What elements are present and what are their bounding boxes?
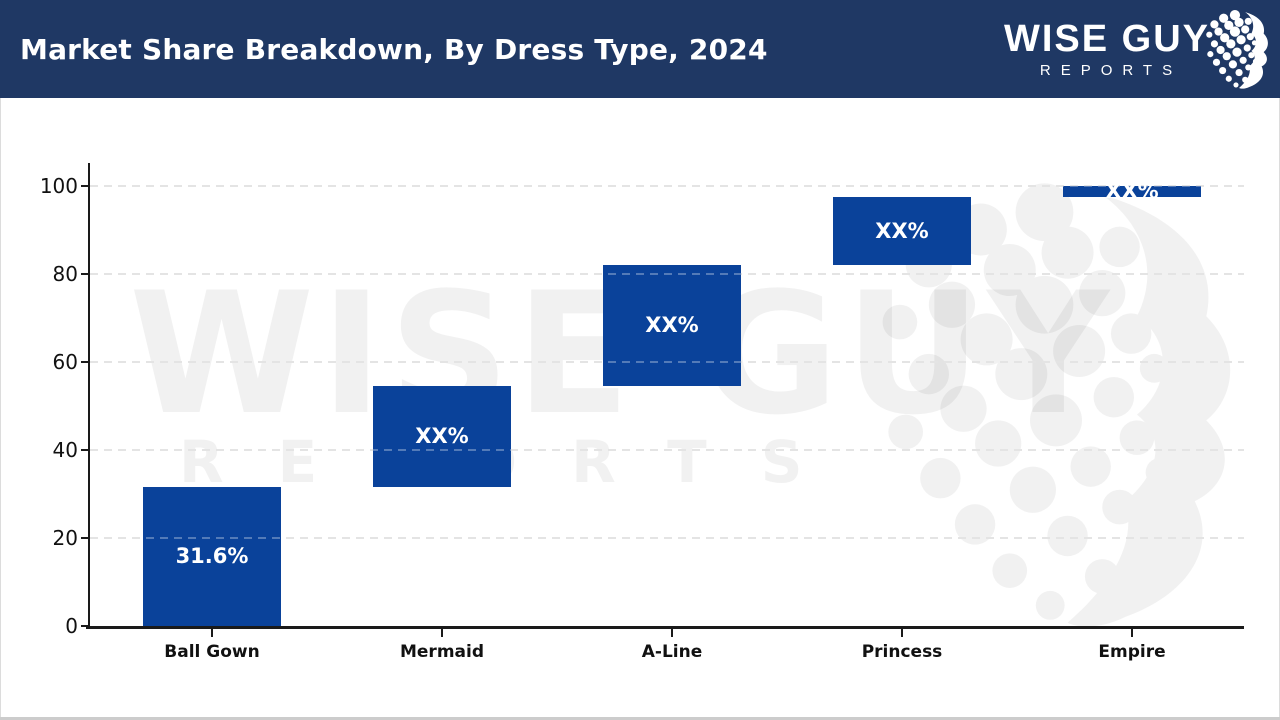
y-tick-mark — [81, 273, 88, 275]
x-tick-mark — [1131, 629, 1133, 637]
y-tick-label: 60 — [52, 350, 78, 374]
bar-value-label: XX% — [875, 218, 929, 243]
bar-value-label: XX% — [415, 424, 469, 449]
bar-a-line: XX% — [603, 265, 741, 387]
x-tick-mark — [901, 629, 903, 637]
gridline-40 — [90, 449, 1244, 451]
bar-value-label: XX% — [645, 313, 699, 338]
y-tick-label: 20 — [52, 526, 78, 550]
category-label-princess: Princess — [861, 642, 943, 662]
bar-value-label: XX% — [1105, 179, 1159, 203]
y-tick-mark — [81, 537, 88, 539]
y-tick-mark — [81, 185, 88, 187]
gridline-20 — [90, 537, 1244, 539]
y-axis-line — [88, 163, 90, 629]
x-tick-mark — [211, 629, 213, 637]
dotted-face-logo-icon — [1206, 10, 1268, 89]
category-label-ball-gown: Ball Gown — [164, 642, 260, 662]
category-label-mermaid: Mermaid — [399, 642, 484, 662]
x-axis-line — [86, 626, 1244, 629]
x-tick-mark — [671, 629, 673, 637]
y-tick-mark — [81, 625, 88, 627]
y-tick-label: 40 — [52, 438, 78, 462]
gridline-40 — [90, 449, 1244, 451]
bar-princess: XX% — [833, 197, 971, 266]
page-bottom-border — [0, 717, 1280, 720]
y-tick-label: 80 — [52, 262, 78, 286]
x-tick-mark — [441, 629, 443, 637]
header-bar: Market Share Breakdown, By Dress Type, 2… — [0, 0, 1280, 98]
bar-value-label: 31.6% — [175, 543, 249, 568]
y-tick-label: 100 — [39, 174, 78, 198]
gridline-100 — [90, 185, 1244, 187]
wise-guy-reports-logo: WISE GUY REPORTS — [1004, 6, 1270, 92]
gridline-80 — [90, 273, 1244, 275]
bar-ball-gown: 31.6% — [143, 486, 281, 626]
gridline-100 — [90, 185, 1244, 187]
category-label-empire: Empire — [1098, 642, 1166, 662]
y-tick-mark — [81, 361, 88, 363]
category-label-a-line: A-Line — [641, 642, 703, 662]
logo-wordmark: WISE GUY — [1003, 17, 1210, 60]
chart-canvas: WISE GUY REPORTS 0 20 40 60 80 100 31.6% Ball G… — [0, 98, 1280, 718]
logo-text: WISE GUY REPORTS — [1004, 19, 1210, 80]
bar-mermaid: XX% — [373, 386, 511, 487]
y-tick-mark — [81, 449, 88, 451]
gridline-60 — [90, 361, 1244, 363]
plot-area: 0 20 40 60 80 100 31.6% Ball Gown XX% Mermaid XX% A… — [40, 163, 1244, 662]
logo-subtitle: REPORTS — [1039, 61, 1183, 79]
gridline-20 — [90, 537, 1244, 539]
page-title: Market Share Breakdown, By Dress Type, 2… — [20, 32, 768, 66]
y-tick-label: 0 — [65, 614, 78, 638]
bar-empire: XX% — [1063, 181, 1201, 202]
